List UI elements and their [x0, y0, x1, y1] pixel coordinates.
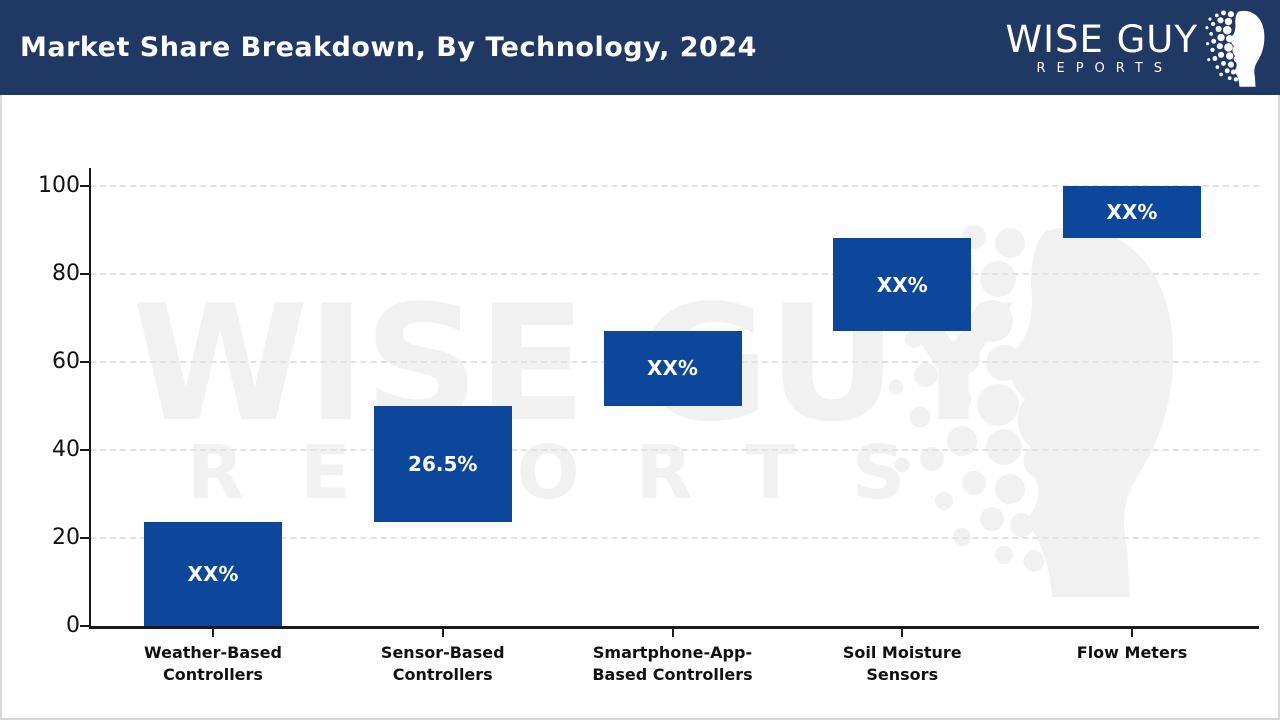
y-tick-label: 40: [52, 437, 80, 462]
x-tickmark: [901, 629, 904, 637]
x-tickmark: [441, 629, 444, 637]
x-tickmark: [212, 629, 214, 637]
logo-text: WISE GUY REPORTS: [1006, 21, 1198, 75]
y-tickmark: [80, 185, 90, 187]
bar-2: 26.5%: [373, 405, 512, 523]
logo-wordmark: WISE GUY: [1005, 17, 1198, 61]
logo-subtitle: REPORTS: [1036, 60, 1174, 76]
bar-4: XX%: [833, 237, 972, 332]
face-logo-icon: [1205, 9, 1265, 87]
y-tick-label: 100: [38, 173, 80, 198]
y-tickmark: [80, 273, 90, 275]
plot-area: 0 20 40 60 80 100 XX% Weather-Based Controllers…: [2, 95, 1278, 718]
y-axis-line: [89, 168, 91, 628]
y-tick-label: 80: [52, 261, 80, 286]
y-tick-label: 0: [66, 613, 80, 638]
gridline-y20: [90, 537, 1259, 539]
wiseguy-logo: WISE GUY REPORTS: [1006, 8, 1268, 88]
y-tickmark: [80, 361, 90, 363]
category-label: Soil Moisture Sensors: [842, 643, 962, 684]
y-tick-label: 60: [52, 349, 80, 374]
header: Market Share Breakdown, By Technology, 2…: [0, 0, 1280, 95]
bar-value-label: 26.5%: [408, 451, 478, 476]
chart-area: WISE GUY REPORTS 0 20 40 60 80 100 XX% Weather-…: [0, 95, 1280, 720]
chart-title: Market Share Breakdown, By Technology, 2…: [20, 32, 757, 63]
category-label: Smartphone-App- Based Controllers: [592, 643, 753, 684]
gridline-y40: [90, 449, 1259, 451]
x-axis-line: [89, 626, 1259, 629]
x-tickmark: [1131, 629, 1133, 637]
y-tickmark: [80, 625, 90, 627]
y-tickmark: [80, 537, 90, 539]
bar-value-label: XX%: [1106, 199, 1158, 224]
bar-value-label: XX%: [876, 272, 928, 297]
category-label: Sensor-Based Controllers: [380, 643, 505, 684]
bar-value-label: XX%: [647, 356, 698, 381]
bar-3: XX%: [603, 331, 742, 406]
y-tickmark: [80, 449, 90, 451]
category-label: Flow Meters: [1076, 643, 1188, 662]
gridline-y80: [90, 273, 1259, 275]
bar-5: XX%: [1063, 186, 1201, 238]
x-tickmark: [671, 629, 674, 637]
gridline-y100: [90, 185, 1259, 187]
bar-1: XX%: [144, 522, 282, 626]
category-label: Weather-Based Controllers: [144, 643, 282, 684]
y-tick-label: 20: [52, 525, 80, 550]
bar-value-label: XX%: [187, 562, 239, 587]
